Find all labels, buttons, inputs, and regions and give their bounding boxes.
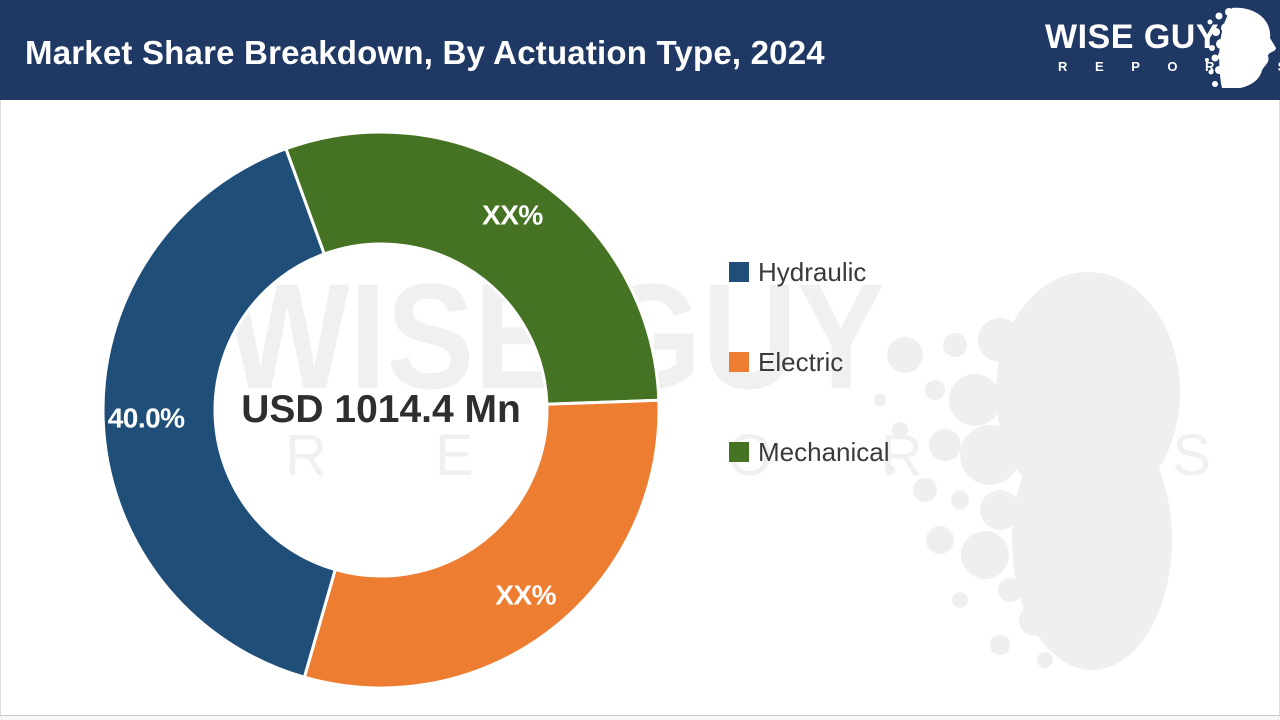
legend-swatch-electric [729,352,749,372]
bottom-strip [0,716,1280,720]
legend-label-electric: Electric [758,346,844,377]
bottom-rule [0,715,1280,716]
legend-label-hydraulic: Hydraulic [758,256,867,287]
donut-chart: XX% XX% 40.0% [101,130,661,690]
segment-label-electric: XX% [495,580,556,611]
donut-segment-electric [302,398,661,690]
legend-item-hydraulic: Hydraulic [729,257,890,287]
logo-face-icon [1205,7,1276,88]
window-border-left [0,100,1,715]
page-title: Market Share Breakdown, By Actuation Typ… [25,34,825,71]
logo-brand-text: WISE GUY [1045,18,1220,56]
legend-label-mechanical: Mechanical [758,436,890,467]
legend-item-electric: Electric [729,347,890,377]
segment-label-mechanical: XX% [482,200,543,231]
chart-center-value: USD 1014.4 Mn [241,388,521,431]
wiseguy-logo: WISE GUY R E P O R T S [1020,0,1280,100]
header-bar: Market Share Breakdown, By Actuation Typ… [0,0,1280,100]
donut-segment-hydraulic [101,146,338,680]
legend-item-mechanical: Mechanical [729,437,890,467]
legend-swatch-mechanical [729,442,749,462]
legend-swatch-hydraulic [729,262,749,282]
chart-legend: Hydraulic Electric Mechanical [729,257,890,527]
watermark-face-icon [874,272,1180,670]
donut-segment-mechanical [283,130,661,406]
segment-label-hydraulic: 40.0% [108,403,185,434]
